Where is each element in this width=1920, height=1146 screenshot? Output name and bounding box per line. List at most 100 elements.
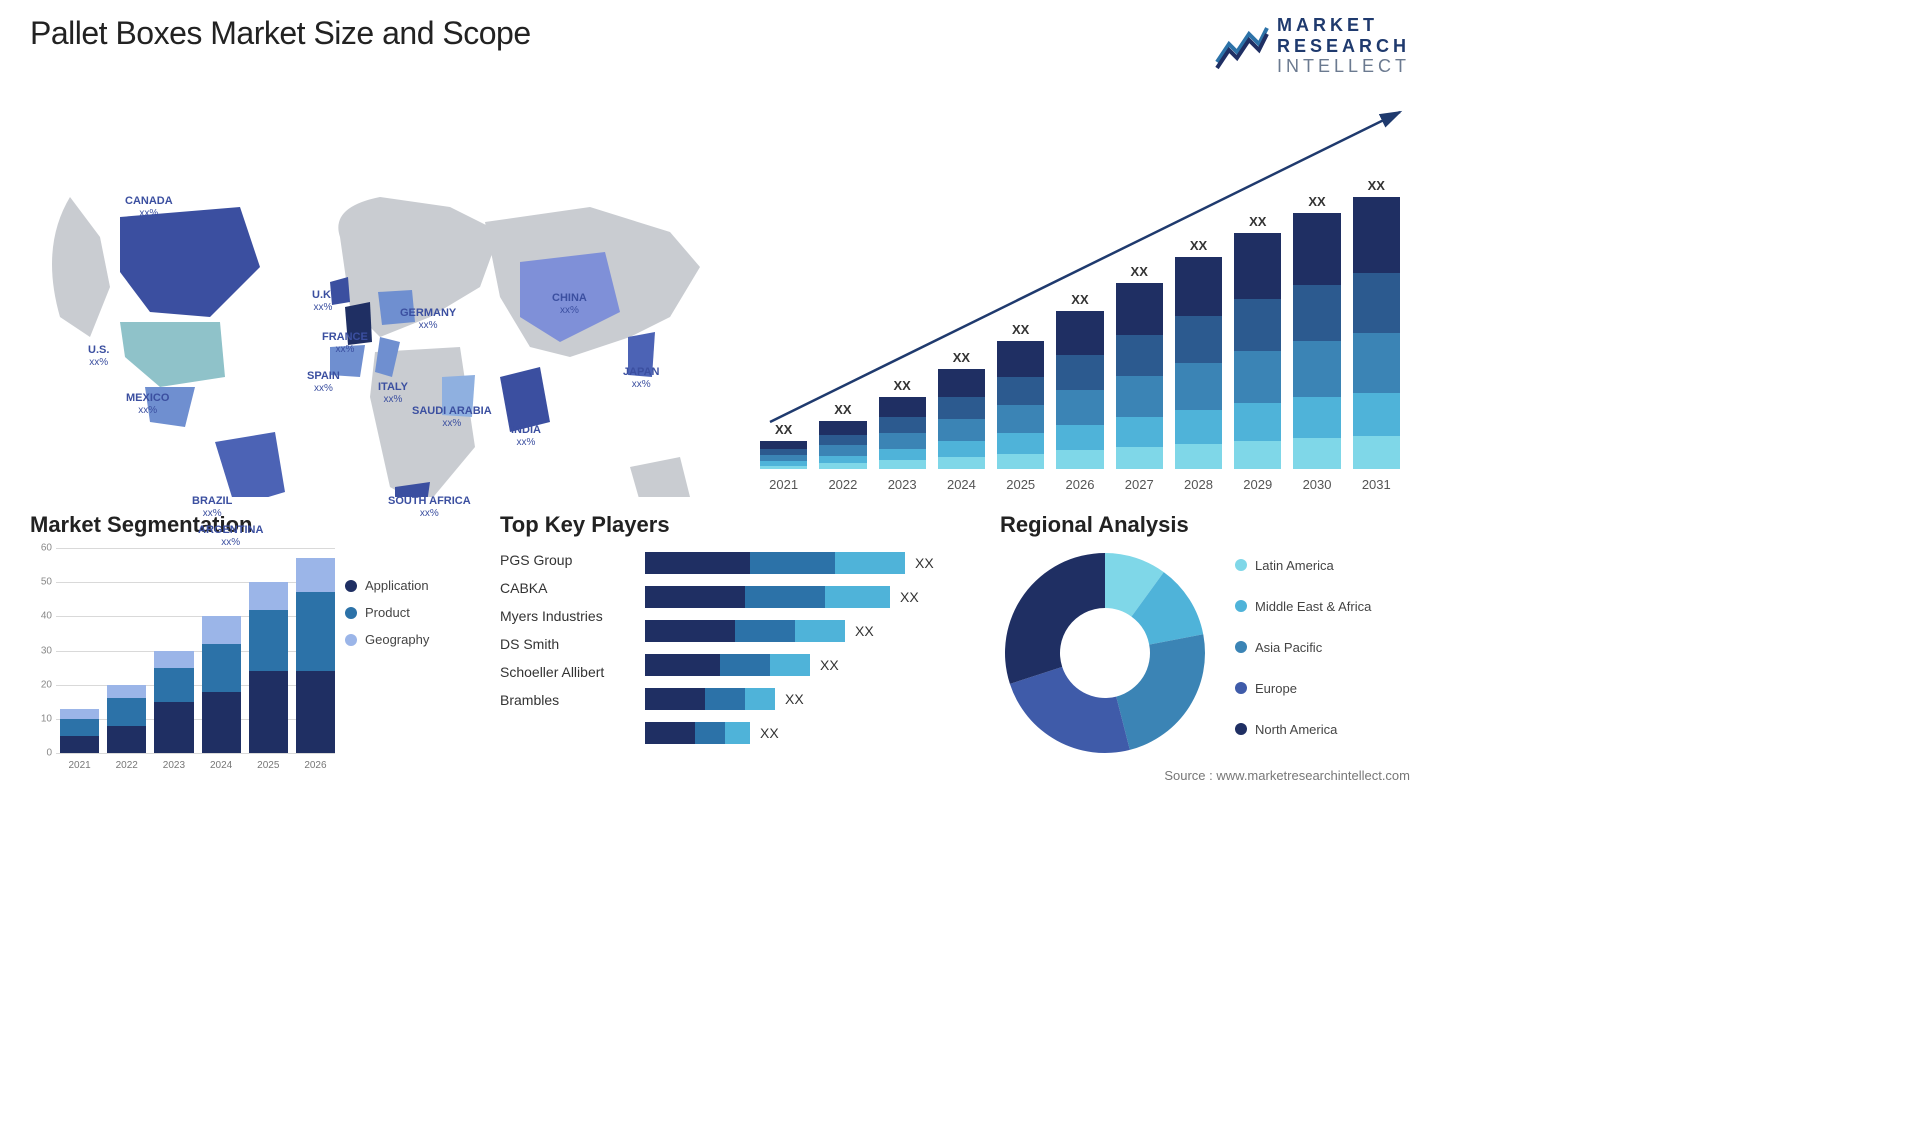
segmentation-legend-item: Geography [345,632,470,647]
player-bar-row: XX [645,552,970,574]
growth-bar-value: XX [893,378,910,393]
map-country-label: FRANCExx% [322,331,368,355]
growth-bar-col: XX [1353,178,1400,469]
logo-line3: INTELLECT [1277,56,1410,77]
segmentation-y-tick: 0 [46,748,52,759]
segmentation-x-labels: 2021 2022 2023 2024 2025 2026 [60,760,335,771]
segmentation-x-label: 2022 [107,760,146,771]
segmentation-bar [154,651,193,753]
regional-legend-item: North America [1235,722,1371,737]
player-value: XX [820,657,839,673]
segmentation-y-tick: 30 [41,645,52,656]
players-title: Top Key Players [500,512,970,538]
player-name: DS Smith [500,636,630,652]
player-bar-row: XX [645,654,970,676]
player-bar-row: XX [645,722,970,744]
segmentation-x-label: 2025 [249,760,288,771]
growth-bar-value: XX [1071,292,1088,307]
growth-bar-col: XX [1116,264,1163,469]
segmentation-y-tick: 20 [41,679,52,690]
regional-donut [1000,548,1210,758]
growth-bars: XX XX XX XX XX XX XX XX XX XX XX [760,157,1400,469]
map-country-label: SAUDI ARABIAxx% [412,405,492,429]
map-country-label: ITALYxx% [378,381,408,405]
regional-legend-item: Latin America [1235,558,1371,573]
growth-bar-value: XX [1012,322,1029,337]
growth-x-label: 2026 [1056,477,1103,492]
regional-legend-item: Europe [1235,681,1371,696]
player-value: XX [900,589,919,605]
logo-line2: RESEARCH [1277,36,1410,57]
logo-mark-icon [1215,22,1269,70]
segmentation-legend: Application Product Geography [345,578,470,659]
player-name: PGS Group [500,552,630,568]
segmentation-chart: 0102030405060 202120222023202420252026 A… [30,548,470,773]
regional-legend: Latin America Middle East & Africa Asia Pa… [1235,558,1371,749]
players-names: PGS GroupCABKAMyers IndustriesDS SmithSc… [500,548,630,744]
map-country-label: JAPANxx% [623,366,659,390]
regional-title: Regional Analysis [1000,512,1410,538]
logo-line1: MARKET [1277,15,1410,36]
regional-legend-item: Asia Pacific [1235,640,1371,655]
growth-x-label: 2030 [1293,477,1340,492]
segmentation-x-label: 2026 [296,760,335,771]
segmentation-x-label: 2021 [60,760,99,771]
growth-bar-value: XX [834,402,851,417]
segmentation-bars [60,548,335,753]
growth-x-labels: 2021202220232024202520262027202820292030… [760,477,1400,492]
growth-bar-value: XX [1131,264,1148,279]
growth-bar-col: XX [997,322,1044,469]
map-country-label: SOUTH AFRICAxx% [388,495,471,519]
regional-panel: Regional Analysis Latin America Middle Ea… [1000,512,1410,773]
player-value: XX [785,691,804,707]
map-country-label: U.S.xx% [88,344,109,368]
map-country-label: MEXICOxx% [126,392,169,416]
segmentation-bar [202,616,241,753]
segmentation-bar [60,709,99,753]
player-bar-row: XX [645,586,970,608]
growth-bar-value: XX [953,350,970,365]
segmentation-bar [296,558,335,753]
player-bar-row: XX [645,620,970,642]
segmentation-legend-item: Product [345,605,470,620]
growth-bar-col: XX [938,350,985,469]
growth-x-label: 2025 [997,477,1044,492]
page-title: Pallet Boxes Market Size and Scope [30,15,531,52]
segmentation-y-axis: 0102030405060 [30,548,56,753]
growth-bar-col: XX [819,402,866,469]
map-country-label: GERMANYxx% [400,307,456,331]
map-country-label: INDIAxx% [511,424,541,448]
world-map-panel: CANADAxx%U.S.xx%MEXICOxx%BRAZILxx%ARGENT… [30,87,730,497]
map-country-label: CHINAxx% [552,292,587,316]
growth-bar-value: XX [1308,194,1325,209]
player-name: Myers Industries [500,608,630,624]
map-country-label: CANADAxx% [125,195,173,219]
segmentation-x-label: 2024 [202,760,241,771]
growth-x-label: 2022 [819,477,866,492]
player-value: XX [855,623,874,639]
growth-bar-value: XX [1368,178,1385,193]
growth-bar-col: XX [1175,238,1222,469]
growth-x-label: 2024 [938,477,985,492]
players-bars: XX XX XX XX XX XX [645,548,970,744]
growth-bar-col: XX [1056,292,1103,469]
growth-x-label: 2023 [879,477,926,492]
segmentation-y-tick: 40 [41,611,52,622]
regional-legend-item: Middle East & Africa [1235,599,1371,614]
growth-chart: XX XX XX XX XX XX XX XX XX XX XX 2021 2022 2023 2024 2… [760,87,1410,497]
segmentation-bar [107,685,146,753]
player-bar-row: XX [645,688,970,710]
segmentation-y-tick: 60 [41,543,52,554]
world-map-icon [30,87,730,497]
player-name: Brambles [500,692,630,708]
donut-slice [1116,634,1205,750]
growth-x-label: 2021 [760,477,807,492]
growth-bar-col: XX [1293,194,1340,469]
growth-bar-value: XX [1249,214,1266,229]
growth-x-label: 2029 [1234,477,1281,492]
segmentation-legend-item: Application [345,578,470,593]
brand-logo: MARKET RESEARCH INTELLECT [1215,15,1410,77]
map-country-label: BRAZILxx% [192,495,232,519]
segmentation-x-label: 2023 [154,760,193,771]
growth-bar-value: XX [775,422,792,437]
